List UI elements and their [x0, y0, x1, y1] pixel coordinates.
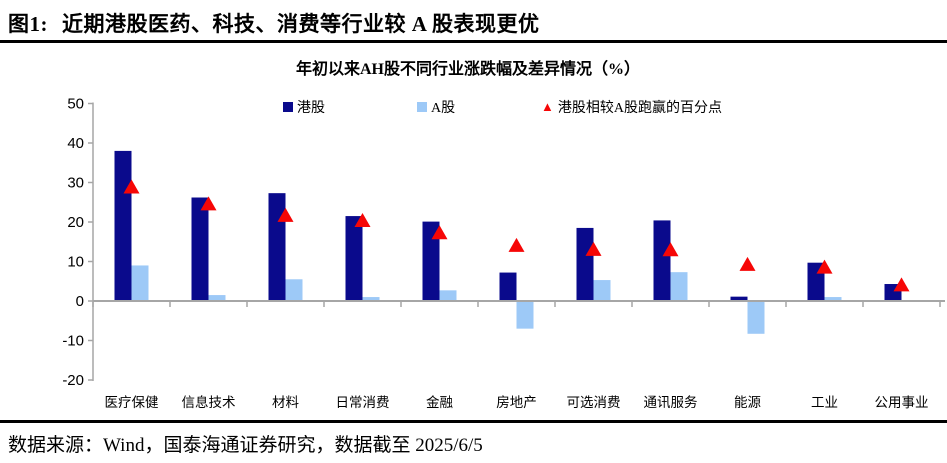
x-category-label: 通讯服务 — [644, 395, 698, 410]
y-tick-label: 50 — [67, 96, 84, 113]
bar-a-金融 — [439, 290, 457, 301]
bar-hk-信息技术 — [191, 197, 209, 301]
x-category-label: 医疗保健 — [105, 395, 159, 410]
y-tick-label: 40 — [67, 135, 84, 152]
bar-hk-日常消费 — [345, 216, 363, 301]
bar-a-房地产 — [516, 301, 534, 329]
bar-hk-金融 — [422, 221, 440, 301]
bar-a-能源 — [747, 301, 765, 334]
header-divider-line — [0, 40, 947, 43]
figure-number-label: 图1: — [8, 12, 48, 36]
footer-divider-line — [0, 420, 947, 423]
red-triangle-icon: ▲ — [541, 99, 554, 114]
x-category-label: 信息技术 — [182, 394, 236, 410]
x-category-label: 材料 — [272, 395, 299, 410]
bar-hk-能源 — [730, 296, 748, 301]
data-source-note: 数据来源：Wind，国泰海通证券研究，数据截至 2025/6/5 — [8, 435, 483, 456]
diff-triangle-marker-可选消费 — [585, 241, 602, 256]
x-category-label: 能源 — [734, 395, 762, 410]
diff-triangle-marker-材料 — [277, 207, 294, 222]
hk-legend-swatch-icon — [283, 102, 293, 112]
diff-triangle-marker-信息技术 — [200, 196, 217, 211]
legend-item-a-share: A股 — [417, 99, 456, 116]
bar-hk-材料 — [268, 193, 286, 301]
x-category-label: 可选消费 — [567, 395, 621, 410]
a-share-legend-swatch-icon — [417, 102, 427, 112]
diff-triangle-marker-通讯服务 — [662, 242, 679, 257]
y-tick-label: 0 — [76, 293, 84, 310]
figure-title: 图1: 近期港股医药、科技、消费等行业较 A 股表现更优 — [8, 8, 540, 38]
bar-a-日常消费 — [362, 297, 380, 301]
bar-hk-房地产 — [499, 272, 517, 301]
bar-a-医疗保健 — [131, 265, 149, 301]
legend-item-hk: 港股 — [283, 99, 325, 116]
a-share-legend-label: A股 — [431, 101, 456, 116]
diff-triangle-marker-日常消费 — [354, 213, 371, 228]
legend-item-outperform: ▲ 港股相较A股跑赢的百分点 — [541, 99, 722, 116]
bar-hk-通讯服务 — [653, 220, 671, 301]
x-category-label: 金融 — [426, 395, 453, 410]
y-tick-label: 30 — [67, 175, 84, 192]
y-tick-label: -10 — [62, 333, 84, 350]
bar-a-材料 — [285, 279, 303, 301]
x-category-label: 公用事业 — [875, 395, 929, 410]
bar-a-可选消费 — [593, 280, 611, 301]
y-tick-label: -20 — [62, 372, 84, 389]
x-category-label: 房地产 — [496, 395, 537, 410]
diff-triangle-marker-能源 — [739, 256, 756, 271]
x-category-label: 工业 — [811, 395, 838, 410]
diff-triangle-marker-房地产 — [508, 237, 525, 252]
outperform-legend-label: 港股相较A股跑赢的百分点 — [557, 101, 722, 116]
diff-triangle-marker-金融 — [431, 225, 448, 240]
diff-triangle-marker-公用事业 — [893, 277, 910, 292]
bar-a-工业 — [824, 297, 842, 301]
figure-title-text: 近期港股医药、科技、消费等行业较 A 股表现更优 — [62, 12, 540, 36]
diff-triangle-marker-工业 — [816, 259, 833, 274]
y-tick-label: 20 — [67, 214, 84, 231]
bar-a-信息技术 — [208, 295, 226, 301]
chart-title: 年初以来AH股不同行业涨跌幅及差异情况（%） — [295, 61, 640, 78]
hk-legend-label: 港股 — [297, 101, 325, 116]
bar-hk-可选消费 — [576, 227, 594, 301]
bar-a-通讯服务 — [670, 272, 688, 301]
diff-triangle-marker-医疗保健 — [123, 179, 140, 194]
y-tick-label: 10 — [67, 254, 84, 271]
x-category-label: 日常消费 — [336, 395, 390, 410]
bar-hk-医疗保健 — [114, 150, 132, 301]
